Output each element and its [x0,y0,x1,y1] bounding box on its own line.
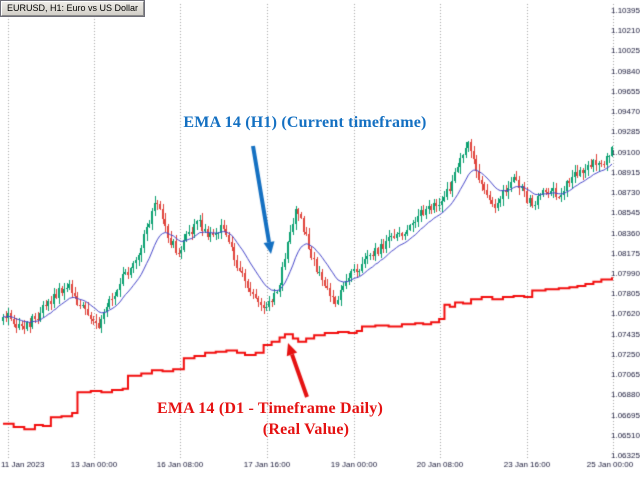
annotation-ema-d1: EMA 14 (D1 - Timeframe Daily) (Real Valu… [90,398,450,440]
annotation-ema-d1-line1: EMA 14 (D1 - Timeframe Daily) [156,400,384,417]
annotation-ema-h1: EMA 14 (H1) (Current timeframe) [183,114,427,131]
symbol-label: EURUSD, H1: Euro vs US Dollar [1,1,145,16]
annotation-ema-d1-line2: (Real Value) [262,421,350,438]
